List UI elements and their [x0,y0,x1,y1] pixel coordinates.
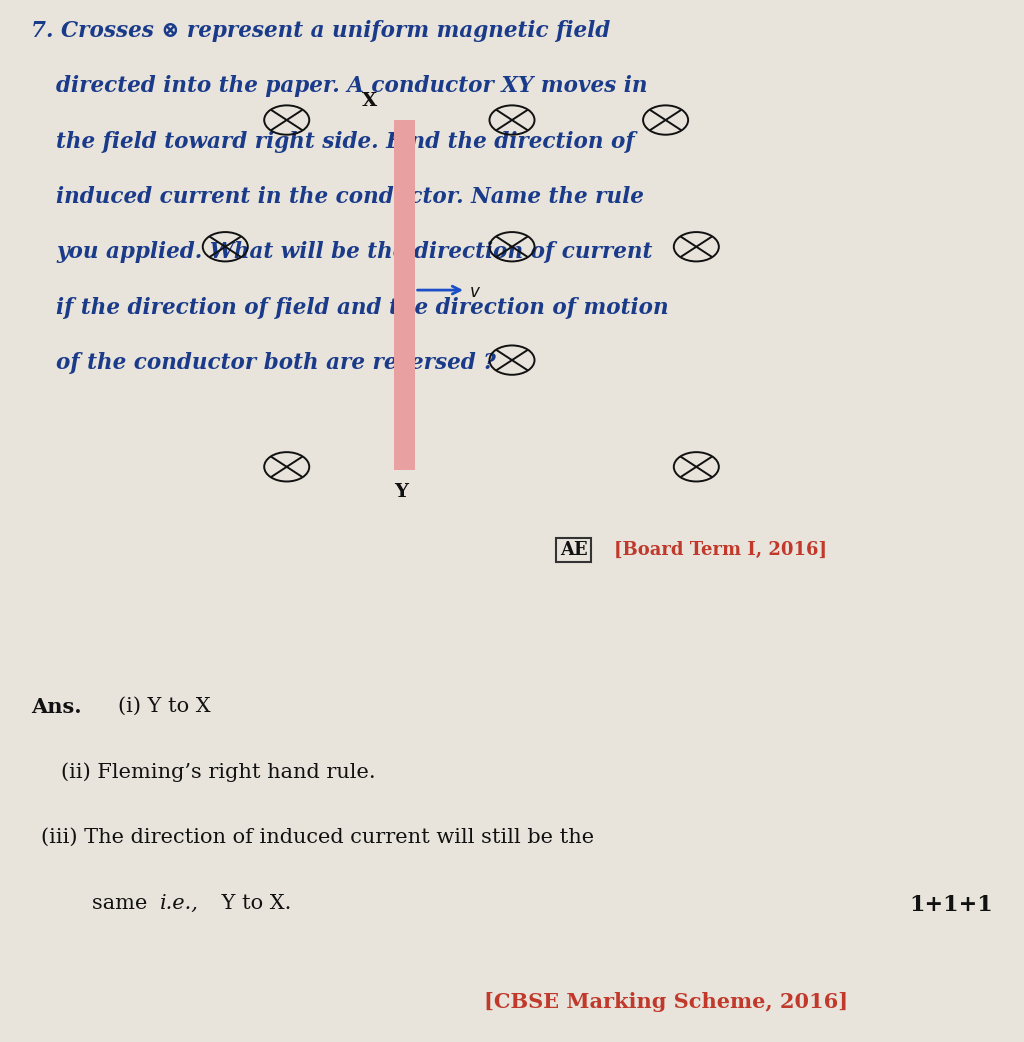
Text: [Board Term I, 2016]: [Board Term I, 2016] [614,541,827,560]
Text: (ii) Fleming’s right hand rule.: (ii) Fleming’s right hand rule. [61,763,376,783]
Text: AE: AE [560,541,587,560]
Text: of the conductor both are reversed ?: of the conductor both are reversed ? [56,352,497,374]
Text: i.e.,: i.e., [160,894,199,913]
Text: $v$: $v$ [469,283,481,300]
Text: Y: Y [394,483,409,501]
Text: same: same [92,894,155,913]
Text: 1+1+1: 1+1+1 [909,894,993,916]
Text: 7. Crosses ⊗ represent a uniform magnetic field: 7. Crosses ⊗ represent a uniform magneti… [31,20,610,42]
Text: Ans.: Ans. [31,697,81,717]
Text: Y to X.: Y to X. [215,894,292,913]
Text: (i) Y to X: (i) Y to X [118,697,210,716]
Text: the field toward right side. Find the direction of: the field toward right side. Find the di… [56,130,635,153]
Text: [CBSE Marking Scheme, 2016]: [CBSE Marking Scheme, 2016] [483,992,848,1012]
Text: directed into the paper. A conductor XY moves in: directed into the paper. A conductor XY … [56,75,648,97]
Bar [394,120,415,470]
Text: if the direction of field and the direction of motion: if the direction of field and the direct… [56,297,669,319]
Text: you applied. What will be the direction of current: you applied. What will be the direction … [56,242,652,264]
Text: X: X [361,92,377,110]
Text: (iii) The direction of induced current will still be the: (iii) The direction of induced current w… [41,828,594,847]
Text: induced current in the conductor. Name the rule: induced current in the conductor. Name t… [56,187,644,208]
